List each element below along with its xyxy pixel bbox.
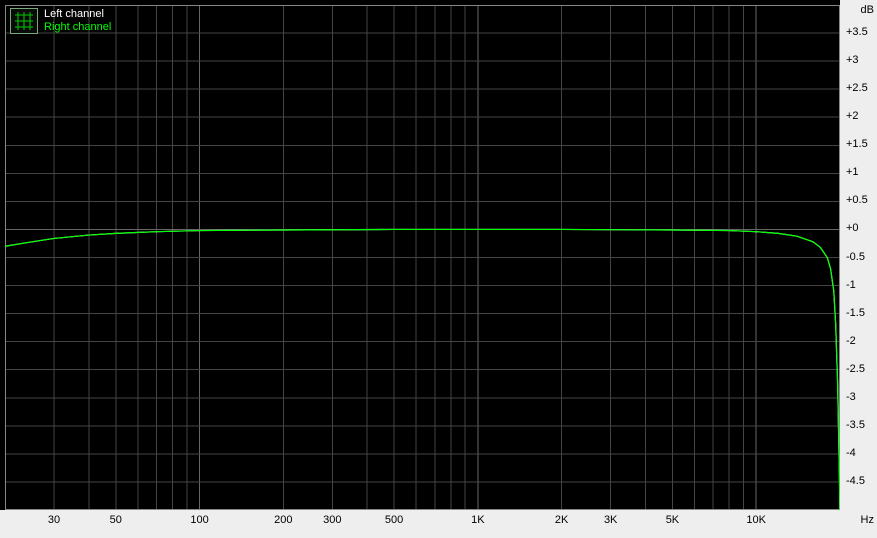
y-tick-label: +2: [846, 110, 877, 122]
y-tick-label: +3: [846, 54, 877, 66]
y-tick-label: -3.5: [846, 419, 877, 431]
x-tick-label: 10K: [746, 514, 766, 526]
y-tick-label: +0.5: [846, 194, 877, 206]
x-tick-label: 2K: [555, 514, 568, 526]
plot-area: [5, 5, 840, 510]
x-tick-label: 300: [323, 514, 341, 526]
y-tick-label: -1.5: [846, 307, 877, 319]
y-tick-label: -3: [846, 391, 877, 403]
x-axis-unit: Hz: [861, 514, 874, 526]
y-tick-label: -1: [846, 279, 877, 291]
x-tick-label: 200: [274, 514, 292, 526]
x-tick-label: 500: [385, 514, 403, 526]
x-axis-labels: 30 50 100 200 300 500 1K 2K 3K 5K 10K: [5, 512, 840, 534]
y-tick-label: -4.5: [846, 475, 877, 487]
y-axis-labels: +3.5 +3 +2.5 +2 +1.5 +1 +0.5 +0 -0.5 -1 -1.5 -2 -2.5…: [842, 5, 876, 515]
y-tick-label: +2.5: [846, 82, 877, 94]
y-axis-unit: dB: [861, 4, 874, 16]
y-tick-label: +1.5: [846, 138, 877, 150]
x-tick-label: 3K: [604, 514, 617, 526]
plot-svg: [5, 5, 840, 510]
y-tick-label: +1: [846, 166, 877, 178]
y-tick-label: -2.5: [846, 363, 877, 375]
frequency-response-chart: +3.5 +3 +2.5 +2 +1.5 +1 +0.5 +0 -0.5 -1 -1.5 -2 -2.5…: [0, 0, 877, 538]
y-tick-label: -4: [846, 447, 877, 459]
x-tick-label: 30: [48, 514, 60, 526]
legend-icon: [10, 8, 38, 34]
legend-text: Left channel Right channel: [44, 8, 111, 34]
x-tick-label: 5K: [666, 514, 679, 526]
x-tick-label: 1K: [471, 514, 484, 526]
y-tick-label: +3.5: [846, 26, 877, 38]
x-tick-label: 50: [110, 514, 122, 526]
y-tick-label: -2: [846, 335, 877, 347]
legend-left-label: Left channel: [44, 8, 111, 21]
x-tick-label: 100: [190, 514, 208, 526]
legend: Left channel Right channel: [10, 8, 111, 34]
gridlines: [5, 5, 840, 510]
y-tick-label: -0.5: [846, 251, 877, 263]
legend-right-label: Right channel: [44, 21, 111, 34]
y-tick-label: +0: [846, 222, 877, 234]
